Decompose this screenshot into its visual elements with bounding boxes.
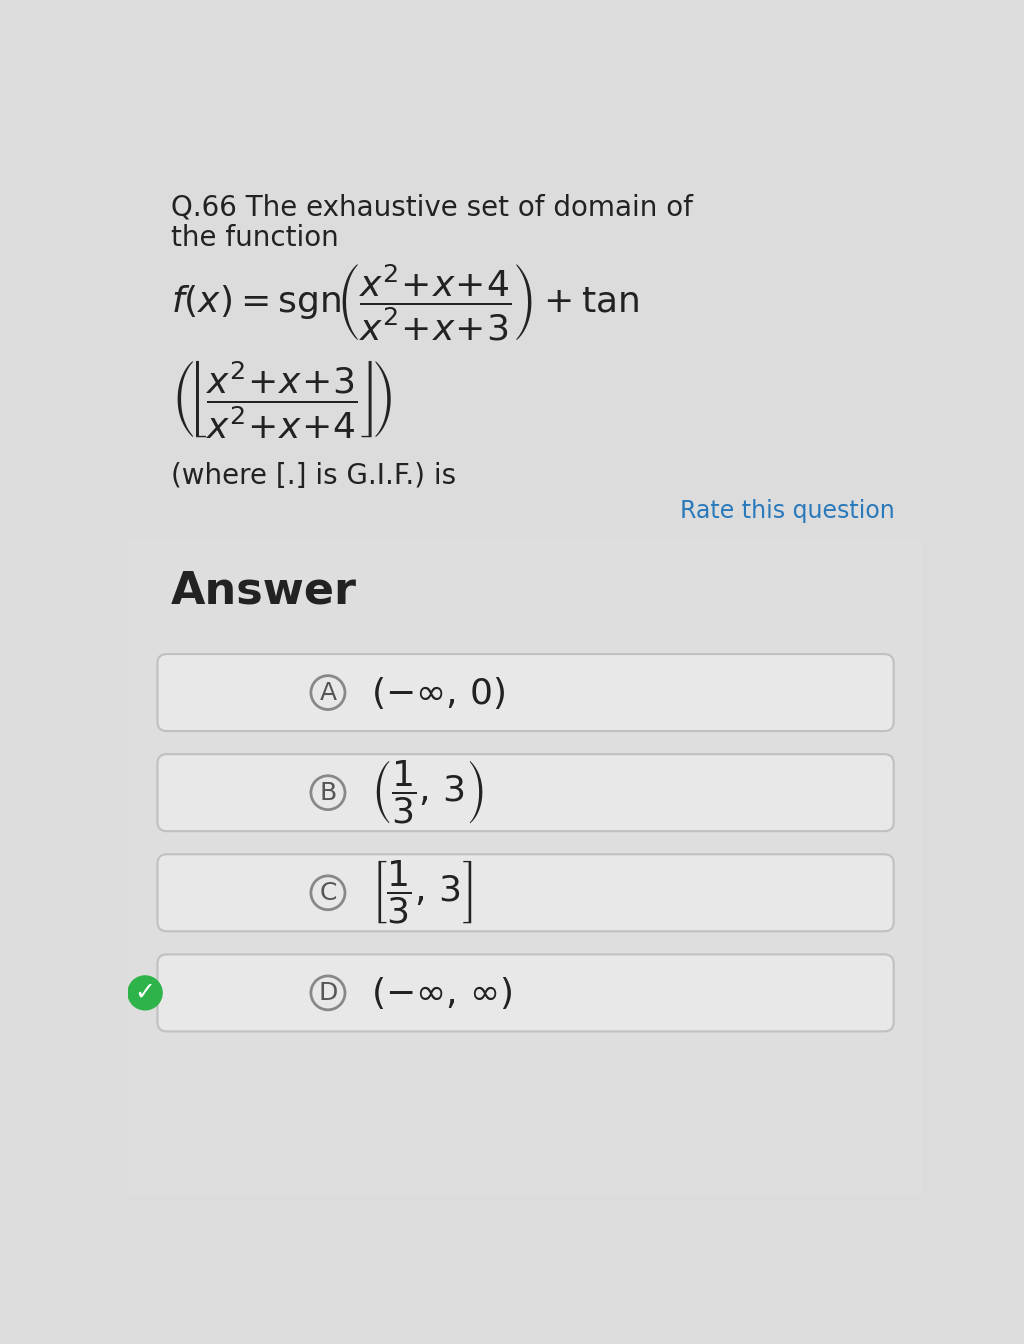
Text: B: B xyxy=(319,781,337,805)
Circle shape xyxy=(128,976,162,1009)
Text: $(-\infty,\, \infty)$: $(-\infty,\, \infty)$ xyxy=(371,974,512,1011)
FancyBboxPatch shape xyxy=(158,655,894,731)
Text: $\left(\dfrac{1}{3},\, 3\right)$: $\left(\dfrac{1}{3},\, 3\right)$ xyxy=(371,759,484,827)
Text: C: C xyxy=(319,880,337,905)
Text: the function: the function xyxy=(171,224,338,253)
Text: Rate this question: Rate this question xyxy=(681,499,895,523)
Text: $f(\mathit{x}) = \mathrm{sgn}\!\left(\dfrac{x^2\!+\!x\!+\!4}{x^2\!+\!x\!+\!3}\ri: $f(\mathit{x}) = \mathrm{sgn}\!\left(\df… xyxy=(171,261,639,343)
Text: Answer: Answer xyxy=(171,570,356,613)
Text: Q.66 The exhaustive set of domain of: Q.66 The exhaustive set of domain of xyxy=(171,194,692,222)
FancyBboxPatch shape xyxy=(158,754,894,831)
Text: $\left[\dfrac{1}{3},\, 3\right]$: $\left[\dfrac{1}{3},\, 3\right]$ xyxy=(371,859,472,926)
FancyBboxPatch shape xyxy=(158,954,894,1031)
Text: ✓: ✓ xyxy=(134,981,156,1005)
Text: D: D xyxy=(318,981,338,1005)
Text: (where [.] is G.I.F.) is: (where [.] is G.I.F.) is xyxy=(171,461,456,489)
FancyBboxPatch shape xyxy=(158,855,894,931)
Text: $\left(\!\left\lfloor\dfrac{x^2\!+\!x\!+\!3}{x^2\!+\!x\!+\!4}\right\rfloor\!\rig: $\left(\!\left\lfloor\dfrac{x^2\!+\!x\!+… xyxy=(171,358,391,439)
Text: $(-\infty,\, 0)$: $(-\infty,\, 0)$ xyxy=(371,675,505,711)
Text: A: A xyxy=(319,680,337,704)
Bar xyxy=(128,539,922,1196)
